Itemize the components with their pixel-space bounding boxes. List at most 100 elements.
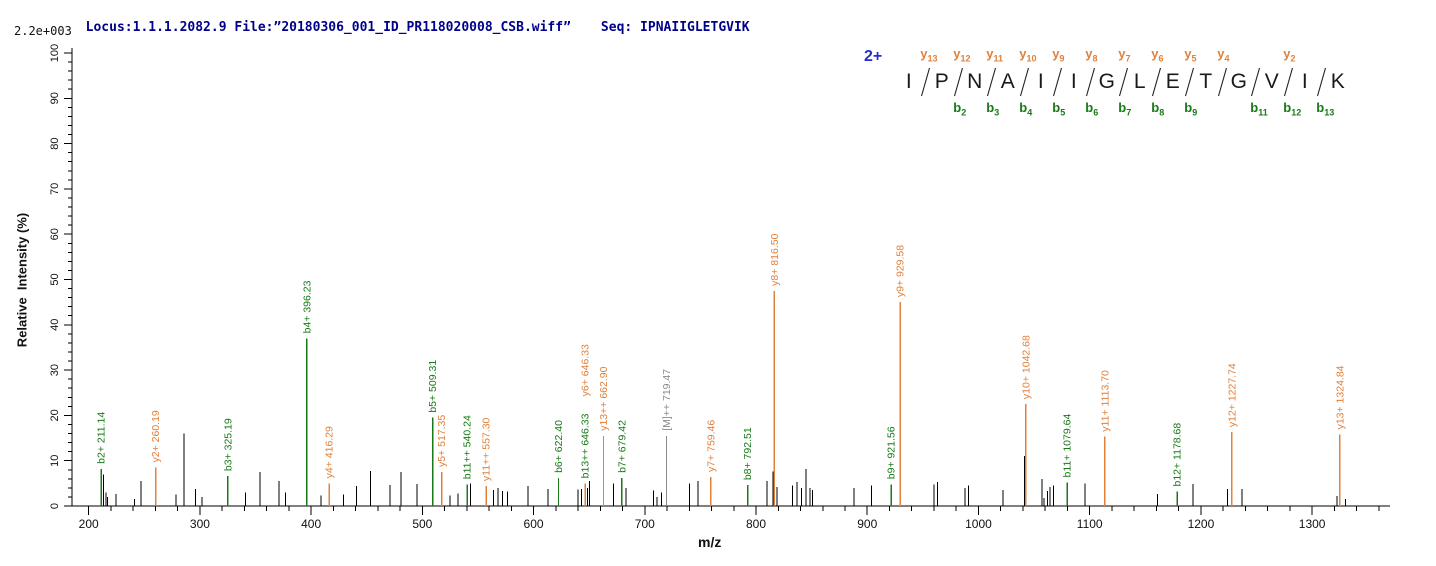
- y-ion-slot: y4: [1216, 44, 1229, 66]
- residue-cell: V: [1261, 66, 1282, 98]
- peak-label: y13++ 662.90: [598, 366, 610, 430]
- spacer: [1096, 98, 1117, 116]
- y-ion-label: y7: [1118, 46, 1131, 64]
- residue-letter: I: [1037, 70, 1044, 93]
- cleavage-mark: [1117, 66, 1129, 98]
- fragment-boundary: y9 b5: [1051, 44, 1065, 118]
- cleavage-slash-icon: [1283, 67, 1293, 97]
- cleavage-mark: [919, 66, 931, 98]
- y-ion-slot: y12: [952, 44, 970, 66]
- cleavage-slash-icon: [986, 67, 996, 97]
- max-intensity-value: 2.2e+003: [14, 24, 72, 38]
- residue-column: A: [997, 44, 1018, 116]
- fragment-boundary: y12 b2: [952, 44, 970, 118]
- peak-label: y6+ 646.33: [580, 344, 592, 396]
- spacer: [1063, 98, 1084, 116]
- cleavage-mark: [1018, 66, 1030, 98]
- locus-file-label: Locus:1.1.1.2082.9 File:”20180306_001_ID…: [85, 20, 571, 35]
- b-ion-slot: b11: [1249, 98, 1267, 118]
- residue-cell: I: [898, 66, 919, 98]
- spacer: [1261, 98, 1282, 116]
- residue-cell: I: [1030, 66, 1051, 98]
- x-tick-label: 300: [190, 517, 210, 531]
- b-ion-label: b13: [1316, 100, 1335, 118]
- b-ion-slot: b8: [1150, 98, 1165, 118]
- b-ion-label: b4: [1019, 100, 1033, 118]
- fragment-boundary: y10 b4: [1018, 44, 1036, 118]
- spacer: [1030, 44, 1051, 66]
- y-ion-label: y8: [1085, 46, 1098, 64]
- b-ion-slot: b5: [1051, 98, 1065, 118]
- y-ion-label: y12: [953, 46, 971, 64]
- y-ion-slot: y11: [985, 44, 1003, 66]
- spacer: [1294, 98, 1315, 116]
- spacer: [1096, 44, 1117, 66]
- y-tick-label: 10: [49, 455, 61, 467]
- peak-label: b11+ 1079.64: [1062, 414, 1074, 478]
- cleavage-mark: [952, 66, 964, 98]
- b-ion-slot: b6: [1084, 98, 1098, 118]
- x-tick-label: 400: [301, 517, 321, 531]
- residue-letter: E: [1165, 70, 1180, 93]
- cleavage-slash-icon: [1316, 67, 1326, 97]
- residue-letter: P: [934, 70, 949, 93]
- residue-letter: L: [1133, 70, 1146, 93]
- cleavage-slash-icon: [920, 67, 930, 97]
- residue-letter: K: [1330, 70, 1345, 93]
- spacer: [1195, 44, 1216, 66]
- peak-label: b12+ 1178.68: [1172, 423, 1184, 487]
- b-ion-label: b8: [1151, 100, 1165, 118]
- fragment-boundary: y11 b3: [985, 44, 1003, 118]
- cleavage-mark: [1150, 66, 1162, 98]
- x-tick-label: 200: [79, 517, 99, 531]
- residue-cell: E: [1162, 66, 1183, 98]
- fragment-boundary: y2 b12: [1282, 44, 1301, 118]
- peak-label: y9+ 929.58: [895, 245, 907, 297]
- y-ion-label: y11: [986, 46, 1003, 64]
- b-ion-slot: b12: [1282, 98, 1301, 118]
- spacer: [1162, 98, 1183, 116]
- spacer: [898, 44, 919, 66]
- cleavage-slash-icon: [1184, 67, 1194, 97]
- y-ion-slot: y5: [1183, 44, 1196, 66]
- peak-label: y2+ 260.19: [150, 410, 162, 462]
- fragment-boundary: y13: [919, 44, 938, 116]
- peak-label: b3+ 325.19: [222, 418, 234, 471]
- residue-column: I: [1294, 44, 1315, 116]
- residue-letter: V: [1264, 70, 1279, 93]
- y-ion-slot: [1315, 44, 1327, 66]
- cleavage-slash-icon: [1217, 67, 1227, 97]
- spacer: [1162, 44, 1183, 66]
- fragment-boundary: b11: [1249, 44, 1268, 118]
- peak-label: b6+ 622.40: [553, 420, 565, 473]
- fragment-boundary: y6 b8: [1150, 44, 1165, 118]
- spacer: [1063, 44, 1084, 66]
- cleavage-mark: [1051, 66, 1063, 98]
- y-ion-slot: y2: [1282, 44, 1296, 66]
- peak-label: y4+ 416.29: [324, 426, 336, 478]
- residue-cell: L: [1129, 66, 1150, 98]
- y-ion-label: y6: [1151, 46, 1164, 64]
- fragment-boundary: y7 b7: [1117, 44, 1131, 117]
- b-ion-label: b3: [986, 100, 1000, 118]
- peak-label: b7+ 679.42: [616, 420, 628, 473]
- y-tick-label: 50: [49, 273, 61, 285]
- y-ion-label: y2: [1283, 46, 1296, 64]
- y-ion-slot: y10: [1018, 44, 1036, 66]
- b-ion-label: b2: [953, 100, 967, 118]
- y-ion-slot: y7: [1117, 44, 1131, 66]
- b-ion-label: b11: [1250, 100, 1268, 118]
- peak-label: y7+ 759.46: [705, 420, 717, 472]
- spacer: [931, 44, 952, 66]
- peak-label: b2+ 211.14: [96, 412, 108, 464]
- residue-column: P: [931, 44, 952, 116]
- b-ion-slot: [1216, 98, 1228, 116]
- charge-state: 2+: [864, 48, 883, 65]
- residue-letter: I: [905, 70, 912, 93]
- residue-column: N: [964, 44, 985, 116]
- cleavage-mark: [1282, 66, 1294, 98]
- y-tick-label: 70: [49, 183, 61, 195]
- spacer: [1195, 98, 1216, 116]
